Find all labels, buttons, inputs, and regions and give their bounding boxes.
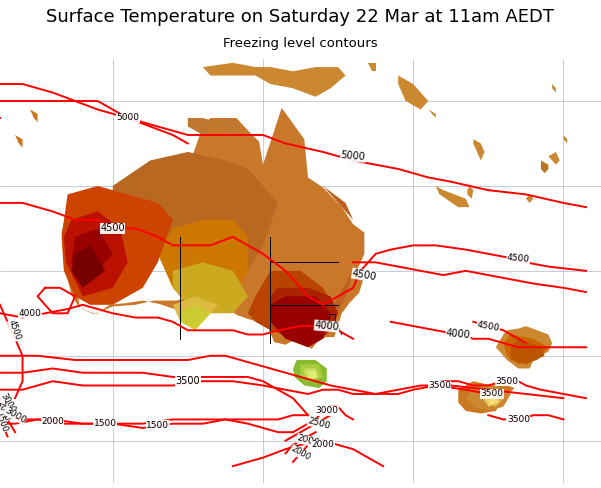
Polygon shape [459, 381, 514, 413]
Text: 4500: 4500 [507, 253, 530, 264]
Polygon shape [429, 109, 436, 118]
Polygon shape [481, 390, 504, 407]
Polygon shape [64, 211, 127, 296]
Polygon shape [203, 63, 346, 97]
Text: Freezing level contours: Freezing level contours [223, 37, 378, 50]
Text: 1500: 1500 [146, 421, 169, 430]
Text: 4000: 4000 [445, 328, 471, 341]
Text: 2000: 2000 [289, 444, 312, 463]
Text: 3000: 3000 [0, 391, 17, 414]
Text: 4500: 4500 [352, 268, 377, 282]
Text: 2000: 2000 [296, 433, 320, 448]
Polygon shape [368, 63, 376, 71]
Polygon shape [316, 186, 361, 339]
Polygon shape [270, 288, 338, 343]
Polygon shape [466, 386, 511, 411]
Polygon shape [398, 76, 429, 109]
Text: 1500: 1500 [0, 410, 10, 433]
Text: 2500: 2500 [307, 416, 332, 431]
Polygon shape [72, 245, 105, 288]
Polygon shape [173, 263, 248, 313]
Polygon shape [293, 360, 327, 388]
Polygon shape [188, 118, 240, 135]
Polygon shape [526, 194, 534, 203]
Text: 3500: 3500 [428, 381, 451, 390]
Text: 2000: 2000 [41, 417, 64, 426]
Polygon shape [30, 109, 37, 122]
Text: 4500: 4500 [7, 319, 23, 342]
Text: Surface Temperature on Saturday 22 Mar at 11am AEDT: Surface Temperature on Saturday 22 Mar a… [46, 8, 555, 26]
Polygon shape [564, 135, 567, 143]
Text: 3500: 3500 [496, 377, 519, 386]
Text: 3500: 3500 [481, 389, 504, 399]
Text: 4000: 4000 [314, 320, 340, 332]
Text: 3500: 3500 [175, 376, 200, 386]
Text: 3500: 3500 [507, 415, 530, 424]
Polygon shape [504, 335, 549, 364]
Text: 1500: 1500 [94, 419, 117, 428]
Polygon shape [304, 368, 319, 381]
Text: 4500: 4500 [476, 320, 501, 332]
Text: 5000: 5000 [116, 114, 139, 122]
Text: 2000: 2000 [0, 400, 11, 422]
Polygon shape [488, 397, 497, 405]
Text: 4000: 4000 [19, 309, 41, 318]
Polygon shape [511, 339, 545, 364]
Polygon shape [541, 161, 549, 173]
Text: 4500: 4500 [100, 224, 125, 233]
Polygon shape [158, 220, 248, 305]
Polygon shape [62, 186, 173, 305]
Text: 2000: 2000 [311, 440, 335, 449]
Polygon shape [549, 152, 560, 164]
Text: 3000: 3000 [316, 407, 338, 415]
Polygon shape [248, 271, 338, 347]
Polygon shape [62, 108, 364, 349]
Polygon shape [436, 186, 469, 207]
Polygon shape [72, 228, 113, 279]
Polygon shape [552, 84, 556, 93]
Polygon shape [180, 305, 210, 330]
Polygon shape [300, 364, 323, 381]
Polygon shape [484, 394, 499, 407]
Polygon shape [467, 186, 474, 199]
Polygon shape [270, 296, 331, 347]
Polygon shape [113, 152, 278, 288]
Text: 5000: 5000 [340, 150, 366, 163]
Polygon shape [474, 139, 484, 161]
Text: 3000: 3000 [3, 406, 27, 425]
Polygon shape [308, 371, 317, 380]
Polygon shape [15, 135, 23, 148]
Polygon shape [173, 296, 218, 322]
Polygon shape [496, 326, 552, 368]
